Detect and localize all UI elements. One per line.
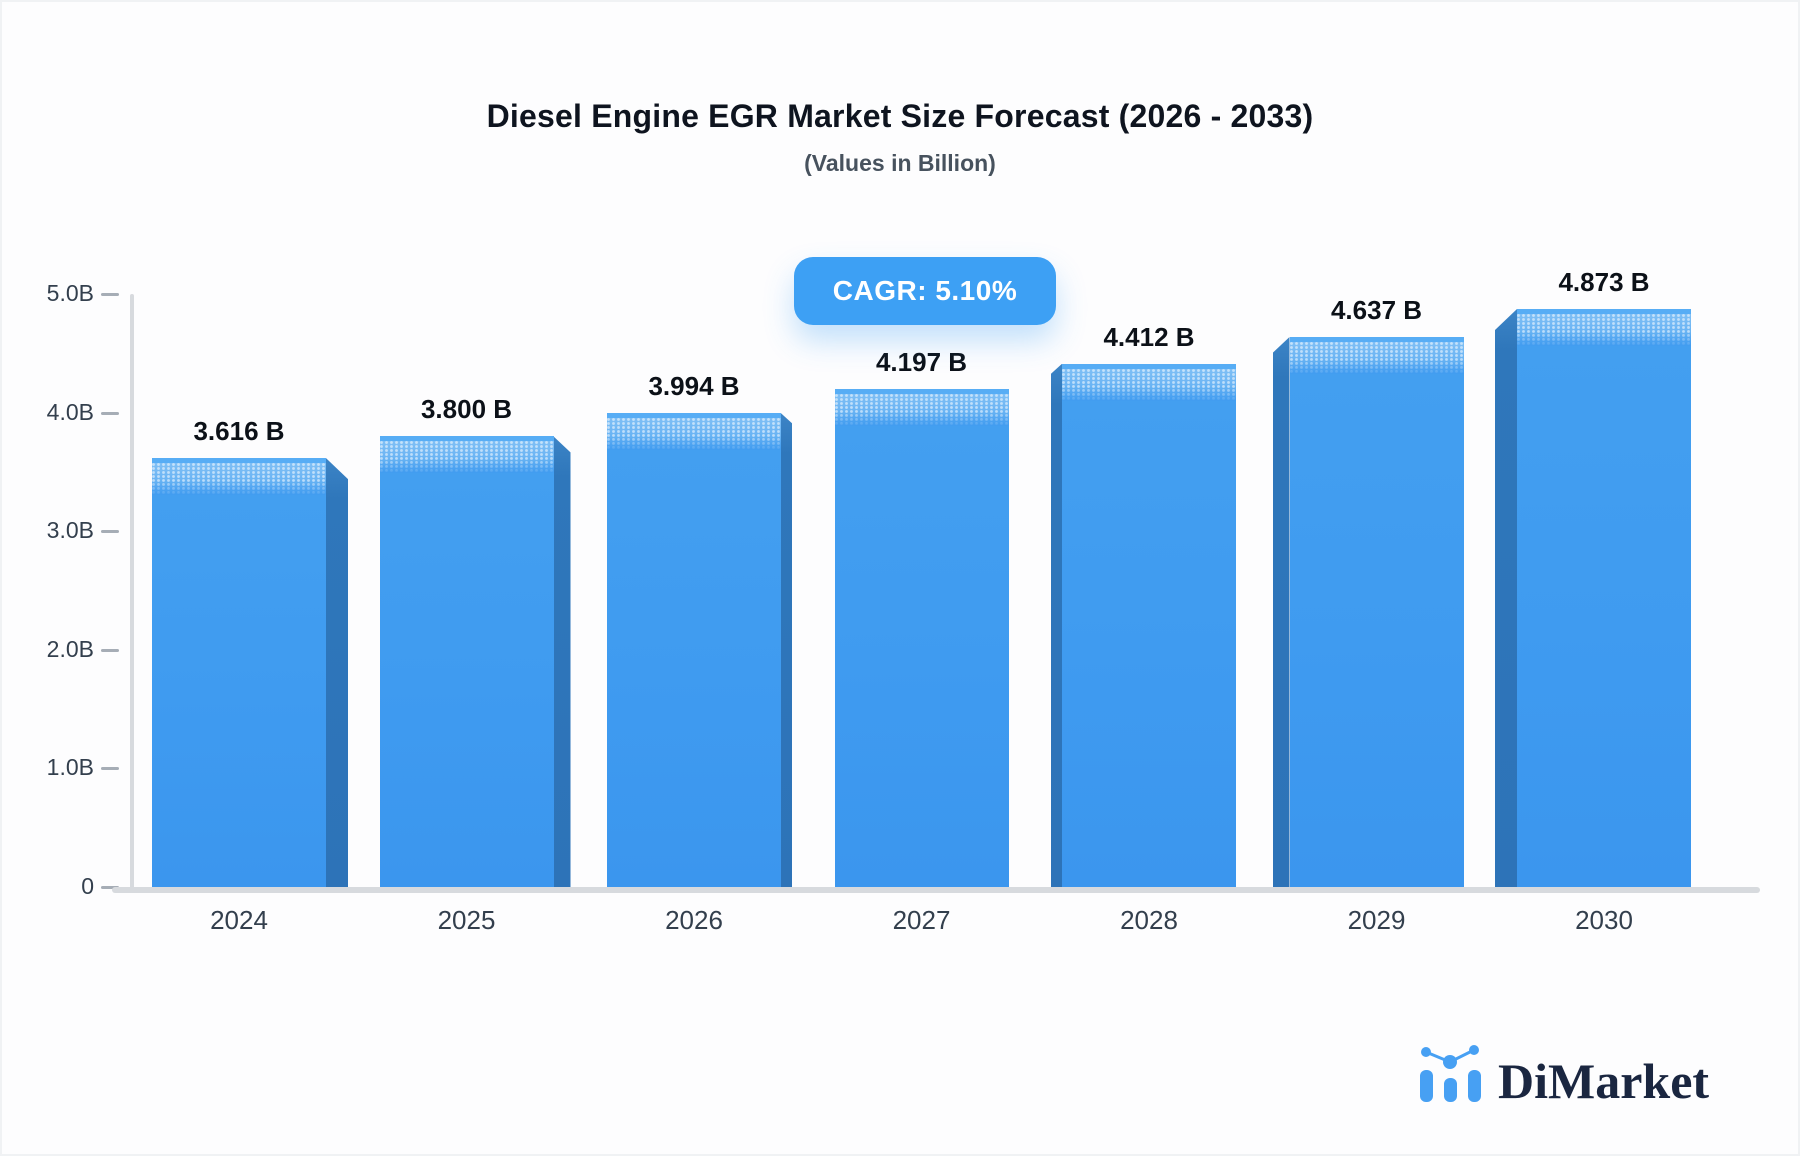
y-axis-tick-mark [101, 530, 119, 534]
bar-chart-line-icon [1420, 1045, 1481, 1102]
logo-text: DiMarket [1498, 1053, 1710, 1109]
bar-dot-texture [1517, 314, 1691, 347]
bar-top-highlight [834, 389, 1009, 395]
bar-top-highlight [1517, 309, 1691, 315]
bar-2026[interactable] [607, 413, 792, 887]
y-axis-tick-mark [101, 293, 119, 296]
bar-dot-texture [834, 394, 1009, 427]
bar-dot-texture [379, 441, 554, 474]
y-axis-tick-label: 1.0B [46, 754, 94, 781]
x-axis-label: 2029 [1347, 905, 1406, 935]
bar-2025[interactable] [379, 436, 571, 887]
bar-2024[interactable] [152, 458, 348, 887]
bar-value-label: 4.637 B [1330, 295, 1423, 326]
bar-face [379, 436, 554, 887]
y-axis-tick-label: 0 [81, 873, 94, 899]
y-axis-tick-mark [101, 648, 119, 652]
bar-2029[interactable] [1272, 337, 1464, 887]
bar-dot-texture [607, 418, 781, 451]
x-axis-label: 2030 [1575, 905, 1633, 935]
bar-value-label: 3.994 B [648, 371, 740, 402]
bar-face [1062, 363, 1236, 887]
y-axis-tick-mark [101, 767, 119, 771]
bar-side-face [1495, 309, 1517, 887]
x-axis-label: 2026 [665, 905, 723, 935]
chart-title: Diesel Engine EGR Market Size Forecast (… [486, 98, 1314, 134]
y-axis-tick-label: 3.0B [46, 517, 94, 544]
cagr-badge: CAGR: 5.10% [794, 257, 1056, 325]
bar-top-highlight [607, 413, 781, 419]
bar-side-face [1272, 337, 1290, 887]
bar-face [834, 389, 1009, 887]
bar-side-face [781, 413, 792, 887]
bar-2027[interactable] [834, 389, 1009, 887]
bar-value-label: 4.873 B [1558, 267, 1650, 298]
bar-face [1289, 337, 1464, 887]
y-axis-tick-label: 2.0B [46, 635, 94, 662]
x-axis-baseline [112, 887, 1760, 893]
bar-dot-texture [152, 463, 326, 496]
bar-side-face [553, 436, 571, 887]
bar-top-highlight [379, 436, 554, 442]
x-axis-label: 2028 [1120, 905, 1178, 935]
bar-top-highlight [1289, 337, 1464, 343]
bar-dot-texture [1289, 342, 1464, 375]
bar-face [152, 458, 326, 887]
y-axis-line [130, 294, 134, 891]
bar-face [1517, 309, 1691, 887]
y-axis-tick-label: 5.0B [46, 280, 94, 306]
bar-value-label: 4.197 B [875, 347, 968, 378]
bar-face [607, 413, 781, 887]
dimarket-logo: DiMarket [1418, 1044, 1710, 1109]
x-axis-label: 2024 [210, 905, 268, 935]
chart-subtitle: (Values in Billion) [804, 150, 996, 176]
bar-value-label: 4.412 B [1103, 321, 1195, 352]
bar-2030[interactable] [1495, 309, 1691, 887]
x-axis-label: 2025 [437, 905, 496, 935]
y-axis-tick-mark [101, 411, 119, 415]
y-axis-tick-label: 4.0B [46, 398, 94, 425]
bar-side-face [1051, 363, 1062, 887]
bar-top-highlight [1062, 363, 1236, 369]
x-axis-label: 2027 [892, 905, 951, 935]
bar-2028[interactable] [1051, 363, 1236, 887]
bar-value-label: 3.616 B [193, 416, 285, 447]
bar-value-label: 3.800 B [420, 394, 513, 425]
cagr-badge-label: CAGR: 5.10% [832, 275, 1018, 306]
y-axis-tick-mark [101, 886, 119, 889]
bar-side-face [326, 458, 348, 887]
bar-top-highlight [152, 458, 326, 464]
bar-dot-texture [1062, 368, 1236, 401]
